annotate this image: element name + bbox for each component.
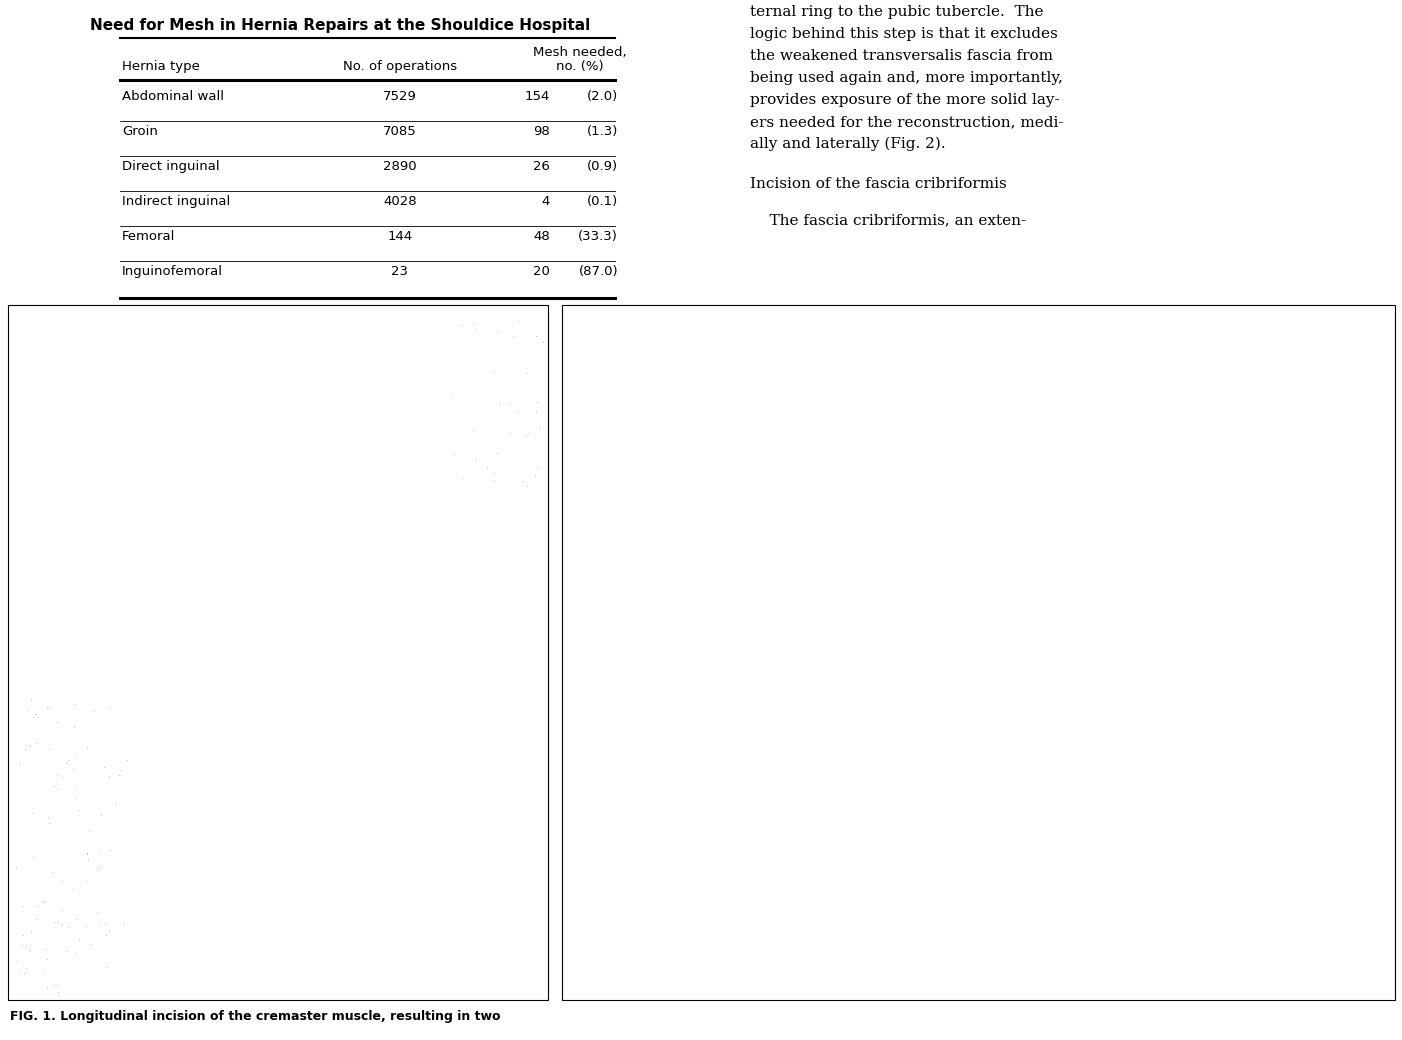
Text: Incision of the fascia cribriformis: Incision of the fascia cribriformis <box>750 177 1007 191</box>
Text: Need for Mesh in Hernia Repairs at the Shouldice Hospital: Need for Mesh in Hernia Repairs at the S… <box>90 18 590 33</box>
Text: (33.3): (33.3) <box>578 230 618 243</box>
Text: 7085: 7085 <box>383 125 416 138</box>
Text: the weakened transversalis fascia from: the weakened transversalis fascia from <box>750 49 1053 63</box>
Text: 144: 144 <box>387 230 412 243</box>
Text: 48: 48 <box>533 230 550 243</box>
Text: provides exposure of the more solid lay-: provides exposure of the more solid lay- <box>750 93 1060 107</box>
Text: Indirect inguinal: Indirect inguinal <box>122 196 230 208</box>
Text: Direct inguinal: Direct inguinal <box>122 160 220 173</box>
Text: logic behind this step is that it excludes: logic behind this step is that it exclud… <box>750 27 1057 41</box>
Bar <box>8 305 548 1000</box>
Text: (0.9): (0.9) <box>587 160 618 173</box>
Text: being used again and, more importantly,: being used again and, more importantly, <box>750 71 1063 85</box>
Text: Mesh needed,: Mesh needed, <box>533 46 627 59</box>
Text: ers needed for the reconstruction, medi-: ers needed for the reconstruction, medi- <box>750 115 1064 129</box>
Text: 7529: 7529 <box>383 90 416 103</box>
Text: 98: 98 <box>533 125 550 138</box>
Text: 23: 23 <box>391 265 408 278</box>
Text: (87.0): (87.0) <box>579 265 618 278</box>
Text: Hernia type: Hernia type <box>122 60 200 73</box>
Text: Femoral: Femoral <box>122 230 175 243</box>
Text: (1.3): (1.3) <box>586 125 618 138</box>
Text: ally and laterally (Fig. 2).: ally and laterally (Fig. 2). <box>750 137 945 152</box>
Text: ternal ring to the pubic tubercle.  The: ternal ring to the pubic tubercle. The <box>750 5 1043 19</box>
Text: no. (%): no. (%) <box>557 60 604 73</box>
Bar <box>562 305 1395 1000</box>
Text: FIG. 1. Longitudinal incision of the cremaster muscle, resulting in two: FIG. 1. Longitudinal incision of the cre… <box>10 1010 501 1023</box>
Text: 4: 4 <box>541 196 550 208</box>
Text: Groin: Groin <box>122 125 158 138</box>
Text: Inguinofemoral: Inguinofemoral <box>122 265 223 278</box>
Text: 4028: 4028 <box>383 196 416 208</box>
Text: 20: 20 <box>533 265 550 278</box>
Text: 26: 26 <box>533 160 550 173</box>
Text: No. of operations: No. of operations <box>343 60 457 73</box>
Text: (0.1): (0.1) <box>587 196 618 208</box>
Text: Abdominal wall: Abdominal wall <box>122 90 224 103</box>
Text: (2.0): (2.0) <box>587 90 618 103</box>
Text: 154: 154 <box>524 90 550 103</box>
Text: 2890: 2890 <box>383 160 416 173</box>
Text: The fascia cribriformis, an exten-: The fascia cribriformis, an exten- <box>750 213 1026 227</box>
